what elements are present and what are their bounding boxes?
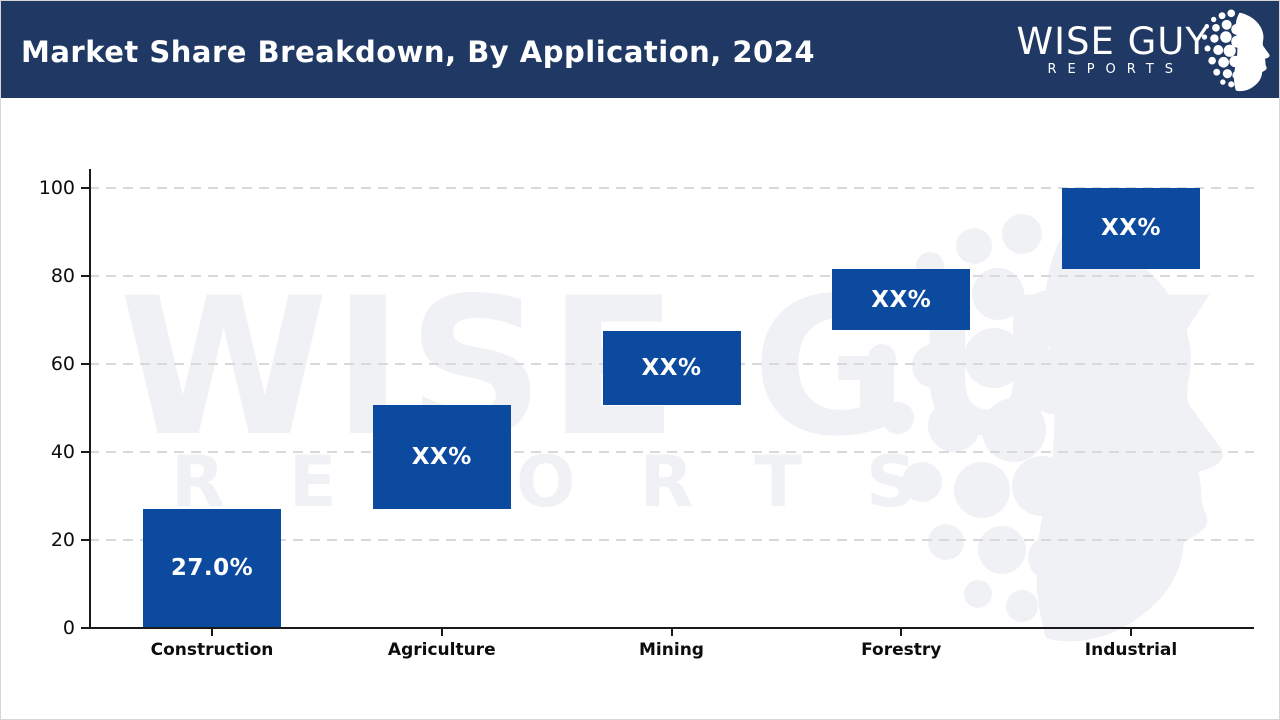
bar-value-label: 27.0% [170,555,254,582]
x-tick [440,628,443,636]
page-title: Market Share Breakdown, By Application, … [21,35,816,69]
y-tick-label: 0 [62,616,75,639]
y-tick-label: 100 [38,176,75,199]
y-axis-line [89,169,91,629]
bar-value-label: XX% [1100,215,1161,242]
y-tick [81,626,89,629]
brand-wordmark: WISE GUY REPORTS [1017,22,1209,78]
header-bar: Market Share Breakdown, By Application, … [1,1,1279,98]
x-tick [670,628,673,636]
bar-industrial: XX% [1062,187,1200,269]
y-tick-label: 40 [50,440,75,463]
y-tick [81,538,89,541]
brand-logo: WISE GUY REPORTS [1017,5,1271,95]
x-axis-line [89,627,1254,629]
bar-value-label: XX% [871,286,932,313]
y-tick-label: 60 [50,352,75,375]
y-tick [81,274,89,277]
brand-wordmark-line1: WISE GUY [1016,20,1209,63]
bar-agriculture: XX% [372,405,511,509]
bar-construction: 27.0% [143,508,281,628]
y-tick [81,450,89,453]
gridline [89,274,1254,277]
x-tick [211,628,213,636]
y-tick-label: 80 [50,264,75,287]
y-tick [81,186,89,189]
brand-wordmark-line2: REPORTS [1047,62,1185,77]
gridline [89,538,1254,541]
gridline [89,450,1254,453]
x-tick [900,628,903,636]
x-axis-label: Agriculture [387,640,496,660]
x-axis-label: Industrial [1084,640,1178,660]
bar-mining: XX% [602,330,741,406]
bar-value-label: XX% [411,443,472,470]
y-tick [81,362,89,365]
bar-value-label: XX% [641,354,702,381]
x-axis-label: Forestry [861,640,942,660]
x-tick [1130,628,1132,636]
y-tick-label: 20 [50,528,75,551]
brand-face-icon [1201,9,1270,92]
x-axis-label: Construction [150,640,274,660]
bar-forestry: XX% [832,268,971,331]
x-axis-label: Mining [639,640,704,660]
gridline [89,186,1254,189]
